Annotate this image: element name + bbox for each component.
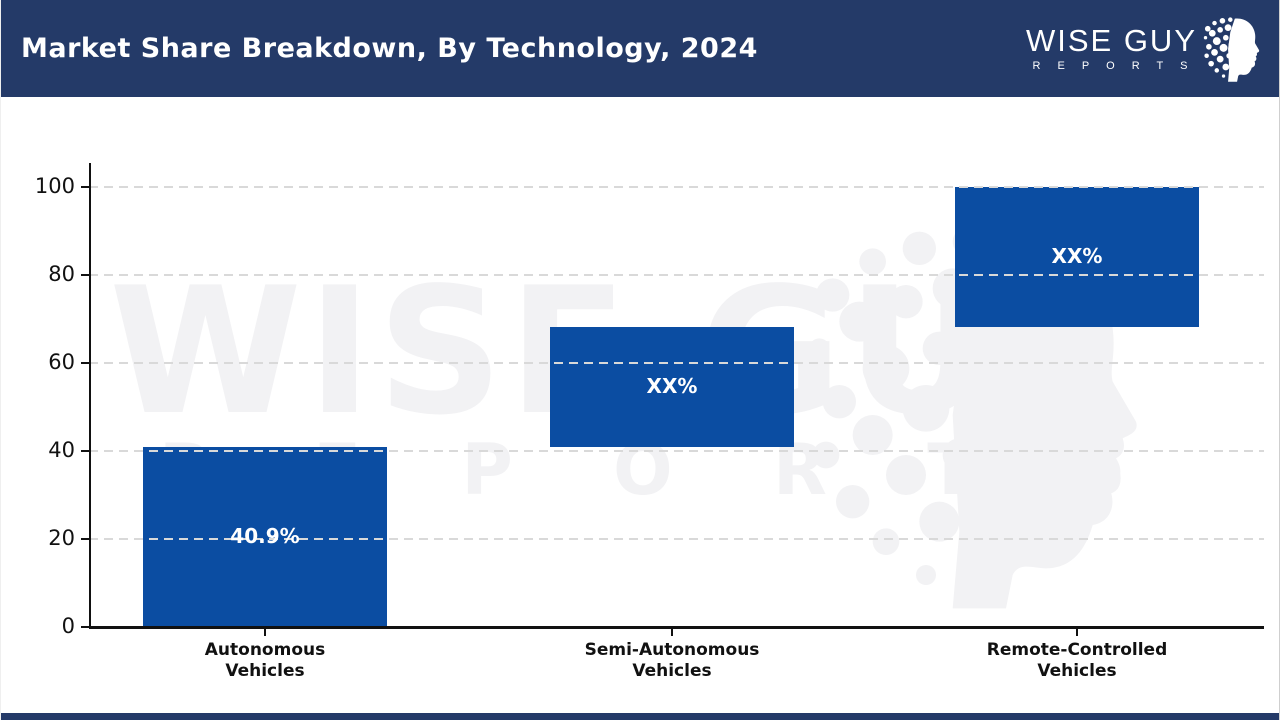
x-tick-mark bbox=[1076, 629, 1078, 636]
footer-bar bbox=[1, 713, 1279, 720]
y-tick-label-0: 0 bbox=[61, 614, 75, 638]
logo-face-icon bbox=[1203, 16, 1260, 82]
bar-value-label: 40.9% bbox=[230, 524, 300, 549]
bar-semi-autonomous-vehicles bbox=[550, 326, 794, 448]
y-axis-spine bbox=[89, 163, 91, 628]
header: Market Share Breakdown, By Technology, 2… bbox=[1, 0, 1279, 97]
x-axis-spine bbox=[89, 626, 1264, 629]
logo-text: WISE GUY R E P O R T S bbox=[1026, 25, 1197, 72]
wiseguy-logo: WISE GUY R E P O R T S bbox=[1026, 12, 1263, 86]
gridline-20 bbox=[89, 538, 1264, 540]
y-tick-mark-0 bbox=[81, 626, 89, 628]
x-category-label: Remote-Controlled Vehicles bbox=[986, 640, 1168, 681]
gridline-80 bbox=[89, 274, 1264, 276]
y-tick-label-40: 40 bbox=[48, 438, 75, 462]
x-tick-mark bbox=[671, 629, 673, 636]
x-tick-mark bbox=[264, 629, 266, 636]
y-tick-mark-20 bbox=[81, 538, 89, 540]
y-tick-label-80: 80 bbox=[48, 262, 75, 286]
gridline-40 bbox=[89, 450, 1264, 452]
bar-autonomous-vehicles bbox=[143, 447, 387, 627]
bar-value-label: XX% bbox=[646, 373, 698, 398]
y-tick-mark-40 bbox=[81, 450, 89, 452]
x-category-label: Autonomous Vehicles bbox=[204, 640, 326, 681]
y-tick-mark-100 bbox=[81, 186, 89, 188]
gridline-60 bbox=[89, 362, 1264, 364]
gridline-100 bbox=[89, 186, 1264, 188]
y-tick-label-100: 100 bbox=[34, 174, 75, 198]
logo-name: WISE GUY bbox=[1025, 23, 1197, 58]
y-tick-mark-60 bbox=[81, 362, 89, 364]
bar-value-label: XX% bbox=[1051, 243, 1103, 268]
x-category-label: Semi-Autonomous Vehicles bbox=[584, 640, 760, 681]
y-tick-mark-80 bbox=[81, 274, 89, 276]
y-tick-label-60: 60 bbox=[48, 350, 75, 374]
page-title: Market Share Breakdown, By Technology, 2… bbox=[21, 33, 758, 64]
logo-sub: R E P O R T S bbox=[1032, 60, 1195, 72]
chart-area: WISE GUY R E P O R T S 0 20 40 60 80 100 40.9… bbox=[1, 97, 1279, 713]
y-tick-label-20: 20 bbox=[48, 526, 75, 550]
